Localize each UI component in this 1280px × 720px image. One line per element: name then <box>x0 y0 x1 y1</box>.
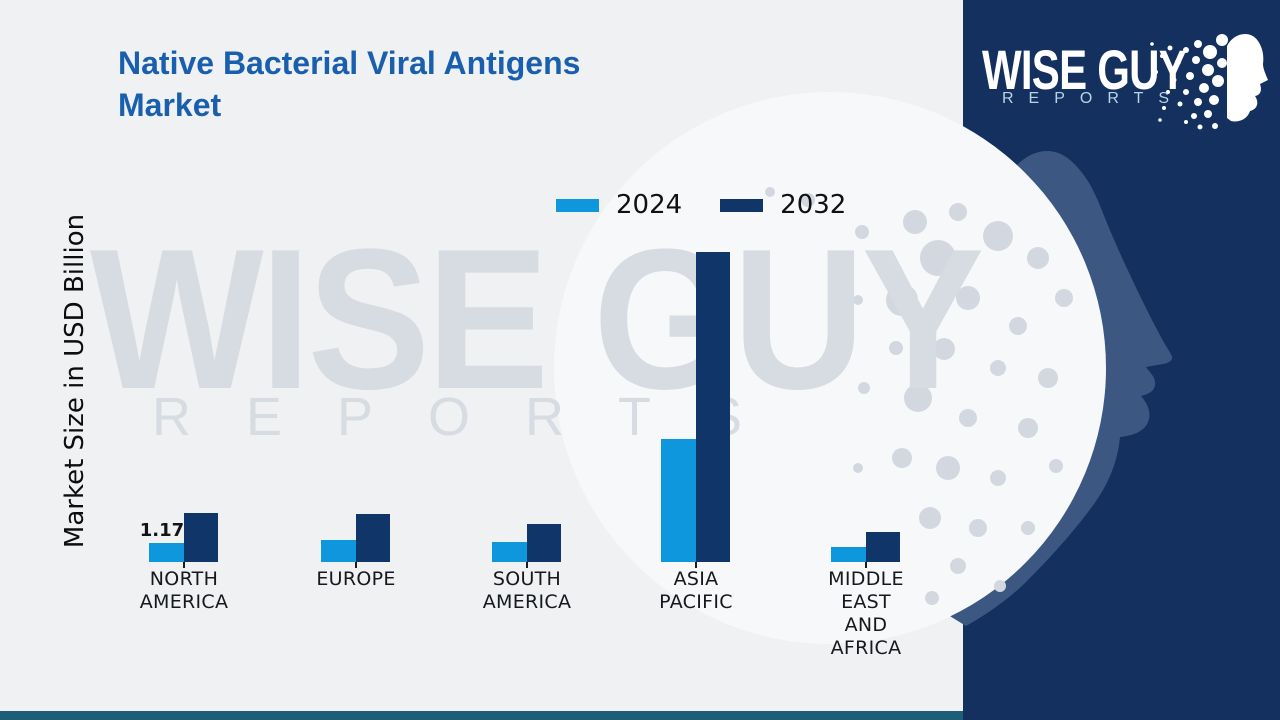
bar-2032-asia-pacific <box>696 252 730 562</box>
legend: 2024 2032 <box>556 192 846 218</box>
page-title: Native Bacterial Viral Antigens Market <box>118 45 581 123</box>
x-axis-tick-north-america <box>183 562 185 568</box>
category-label-europe: EUROPE <box>316 568 396 590</box>
x-axis-tick-middle-east-and-africa <box>865 562 867 568</box>
legend-item-2032: 2032 <box>720 192 846 218</box>
watermark-face-dots-icon <box>765 187 1073 605</box>
bar-2032-south-america <box>527 524 561 562</box>
bar-2032-north-america <box>184 513 218 562</box>
logo-brand-subtitle: REPORTS <box>1002 90 1185 107</box>
category-label-asia-pacific: ASIA PACIFIC <box>659 568 733 613</box>
logo-brand-name: WISE GUY <box>982 38 1187 101</box>
x-axis-tick-south-america <box>526 562 528 568</box>
x-axis-tick-europe <box>355 562 357 568</box>
bar-2024-north-america <box>149 543 184 562</box>
value-label-2024-north-america: 1.17 <box>139 520 185 541</box>
category-label-south-america: SOUTH AMERICA <box>482 568 572 613</box>
legend-label-2024: 2024 <box>616 190 683 220</box>
footer-accent-bar <box>0 711 963 720</box>
logo-face-dots-icon <box>1150 34 1228 130</box>
legend-swatch-2024 <box>556 198 599 212</box>
bar-2032-middle-east-and-africa <box>866 532 900 562</box>
bar-2024-south-america <box>492 542 527 562</box>
category-label-north-america: NORTH AMERICA <box>139 568 229 613</box>
legend-swatch-2032 <box>720 198 764 212</box>
legend-item-2024: 2024 <box>556 192 682 218</box>
bar-2032-europe <box>356 514 390 562</box>
legend-label-2032: 2032 <box>780 190 847 220</box>
watermark-brand-subtitle: REPORTS <box>152 387 798 447</box>
bar-2024-asia-pacific <box>661 439 696 562</box>
x-axis-tick-asia-pacific <box>695 562 697 568</box>
category-label-middle-east-and-africa: MIDDLE EAST AND AFRICA <box>828 568 904 659</box>
bar-2024-europe <box>321 540 356 562</box>
watermark-brand-name: WISE GUY <box>90 208 984 431</box>
bar-2024-middle-east-and-africa <box>831 547 866 562</box>
logo-head-icon <box>1227 33 1268 122</box>
